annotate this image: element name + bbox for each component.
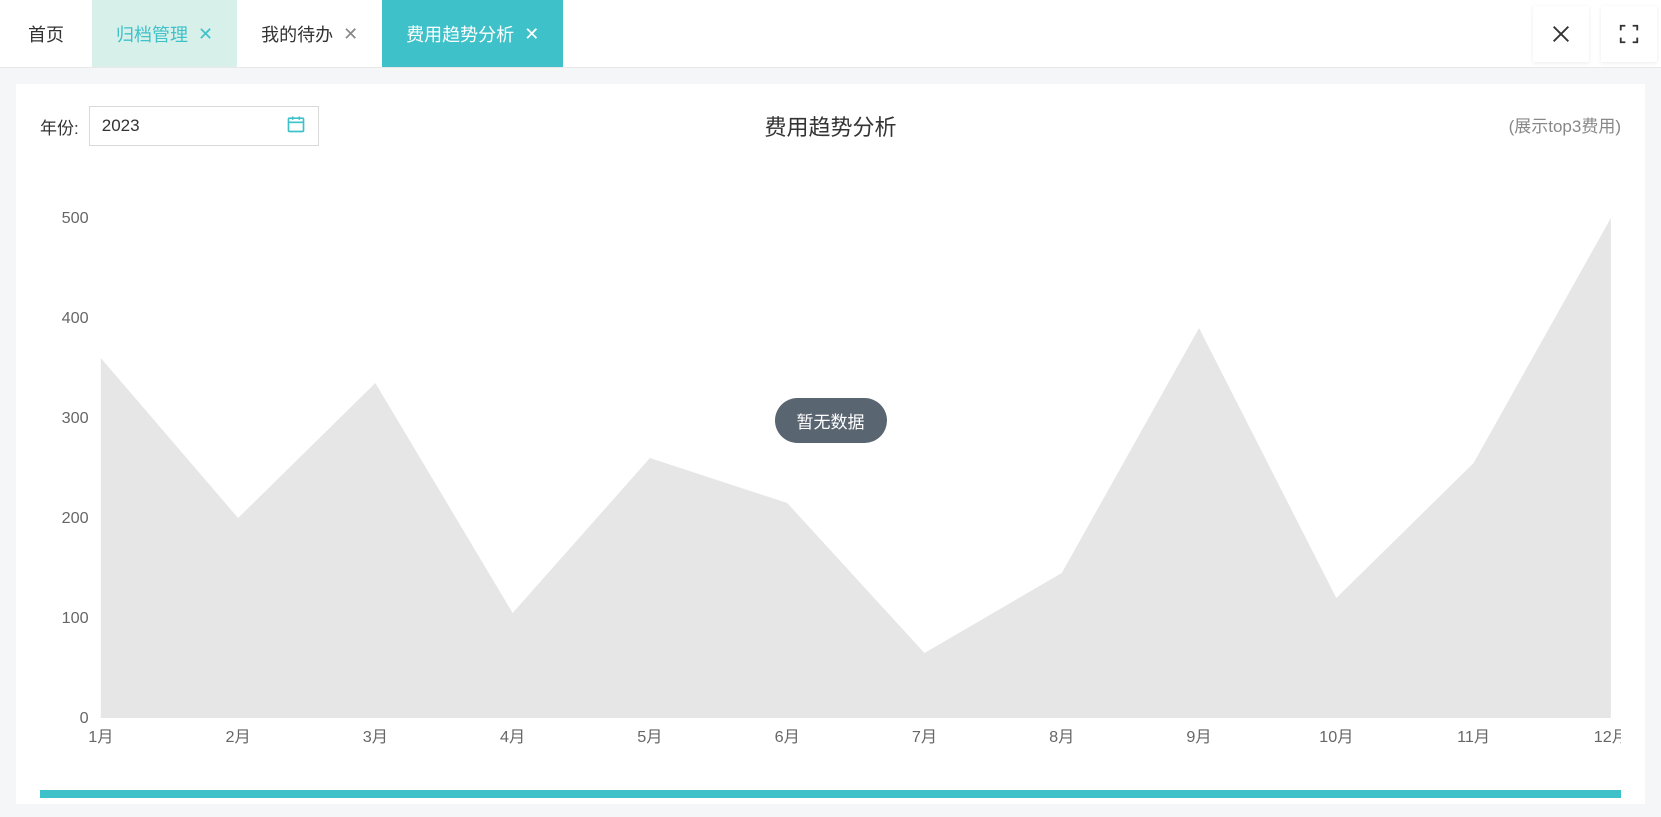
tab-label: 归档管理 — [116, 21, 188, 47]
tab-home[interactable]: 首页 — [0, 0, 92, 67]
svg-text:10月: 10月 — [1319, 728, 1353, 746]
tab-label: 费用趋势分析 — [406, 21, 514, 47]
svg-text:100: 100 — [62, 609, 89, 627]
tab-analysis[interactable]: 费用趋势分析 ✕ — [382, 0, 563, 67]
tab-label: 我的待办 — [261, 21, 333, 47]
filter-row: 年份: 费用趋势分析 (展示top3费用) — [40, 104, 1621, 148]
svg-text:400: 400 — [62, 309, 89, 327]
svg-text:3月: 3月 — [363, 728, 388, 746]
svg-text:0: 0 — [80, 709, 89, 727]
accent-bar — [40, 790, 1621, 798]
tab-bar: 首页 归档管理 ✕ 我的待办 ✕ 费用趋势分析 ✕ — [0, 0, 1661, 68]
calendar-icon[interactable] — [286, 114, 306, 139]
svg-text:7月: 7月 — [912, 728, 937, 746]
close-icon[interactable]: ✕ — [198, 25, 213, 43]
chart-container: 0 100 200 300 400 500 1月 2月 3月 4月 5月 6月 7月 8月 9月 10月 11月… — [40, 198, 1621, 758]
year-label: 年份: — [40, 114, 79, 139]
close-all-button[interactable] — [1533, 6, 1589, 62]
fullscreen-button[interactable] — [1601, 6, 1657, 62]
tab-actions — [1533, 0, 1661, 67]
year-input[interactable] — [102, 116, 242, 136]
svg-text:6月: 6月 — [775, 728, 800, 746]
close-icon[interactable]: ✕ — [524, 25, 539, 43]
svg-text:200: 200 — [62, 509, 89, 527]
content-panel: 年份: 费用趋势分析 (展示top3费用) 0 100 200 300 400 500 1月… — [16, 84, 1645, 804]
tab-todo[interactable]: 我的待办 ✕ — [237, 0, 382, 67]
no-data-badge: 暂无数据 — [775, 398, 887, 443]
svg-text:11月: 11月 — [1457, 728, 1490, 746]
svg-text:2月: 2月 — [225, 728, 250, 746]
svg-text:12月: 12月 — [1594, 728, 1621, 746]
svg-text:5月: 5月 — [637, 728, 662, 746]
fullscreen-icon — [1618, 23, 1640, 45]
tab-label: 首页 — [28, 21, 64, 47]
year-picker[interactable] — [89, 106, 319, 146]
svg-text:9月: 9月 — [1186, 728, 1211, 746]
svg-text:4月: 4月 — [500, 728, 525, 746]
svg-text:500: 500 — [62, 209, 89, 227]
svg-text:8月: 8月 — [1049, 728, 1074, 746]
svg-text:1月: 1月 — [88, 728, 113, 746]
chart-title: 费用趋势分析 — [764, 110, 896, 142]
svg-text:300: 300 — [62, 409, 89, 427]
close-icon — [1550, 23, 1572, 45]
chart-subtitle: (展示top3费用) — [1509, 112, 1621, 137]
area-chart: 0 100 200 300 400 500 1月 2月 3月 4月 5月 6月 7月 8月 9月 10月 11月… — [40, 198, 1621, 758]
close-icon[interactable]: ✕ — [343, 25, 358, 43]
tab-archive[interactable]: 归档管理 ✕ — [92, 0, 237, 67]
